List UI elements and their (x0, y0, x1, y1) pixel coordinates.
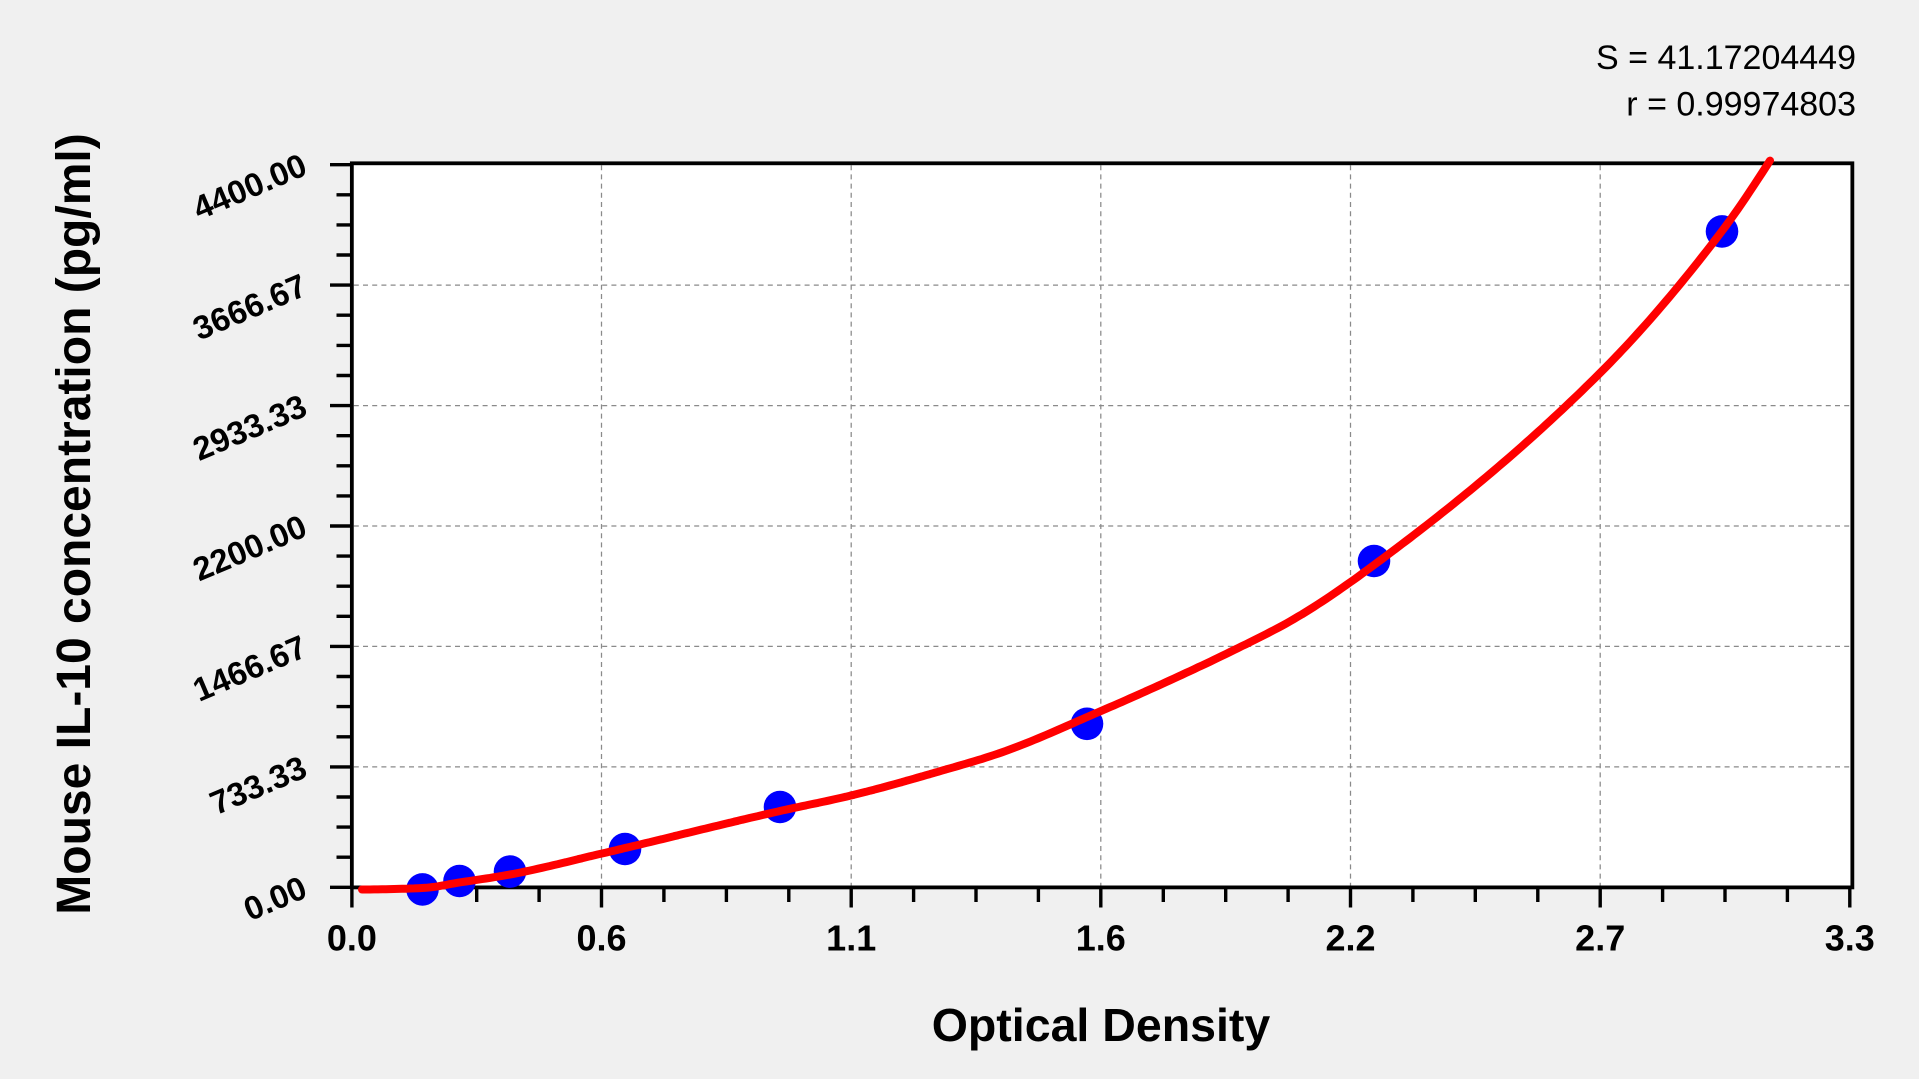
svg-text:1.6: 1.6 (1076, 918, 1126, 959)
svg-text:Mouse IL-10 concentration (pg/: Mouse IL-10 concentration (pg/ml) (48, 133, 101, 914)
svg-text:1.1: 1.1 (826, 918, 876, 959)
svg-text:2.7: 2.7 (1575, 918, 1625, 959)
svg-text:3.3: 3.3 (1825, 918, 1875, 959)
svg-text:0.6: 0.6 (576, 918, 626, 959)
svg-text:0.0: 0.0 (327, 918, 377, 959)
svg-text:r = 0.99974803: r = 0.99974803 (1626, 86, 1856, 124)
svg-text:2.2: 2.2 (1325, 918, 1375, 959)
svg-text:S = 41.17204449: S = 41.17204449 (1596, 39, 1856, 77)
svg-text:Optical Density: Optical Density (932, 999, 1271, 1051)
